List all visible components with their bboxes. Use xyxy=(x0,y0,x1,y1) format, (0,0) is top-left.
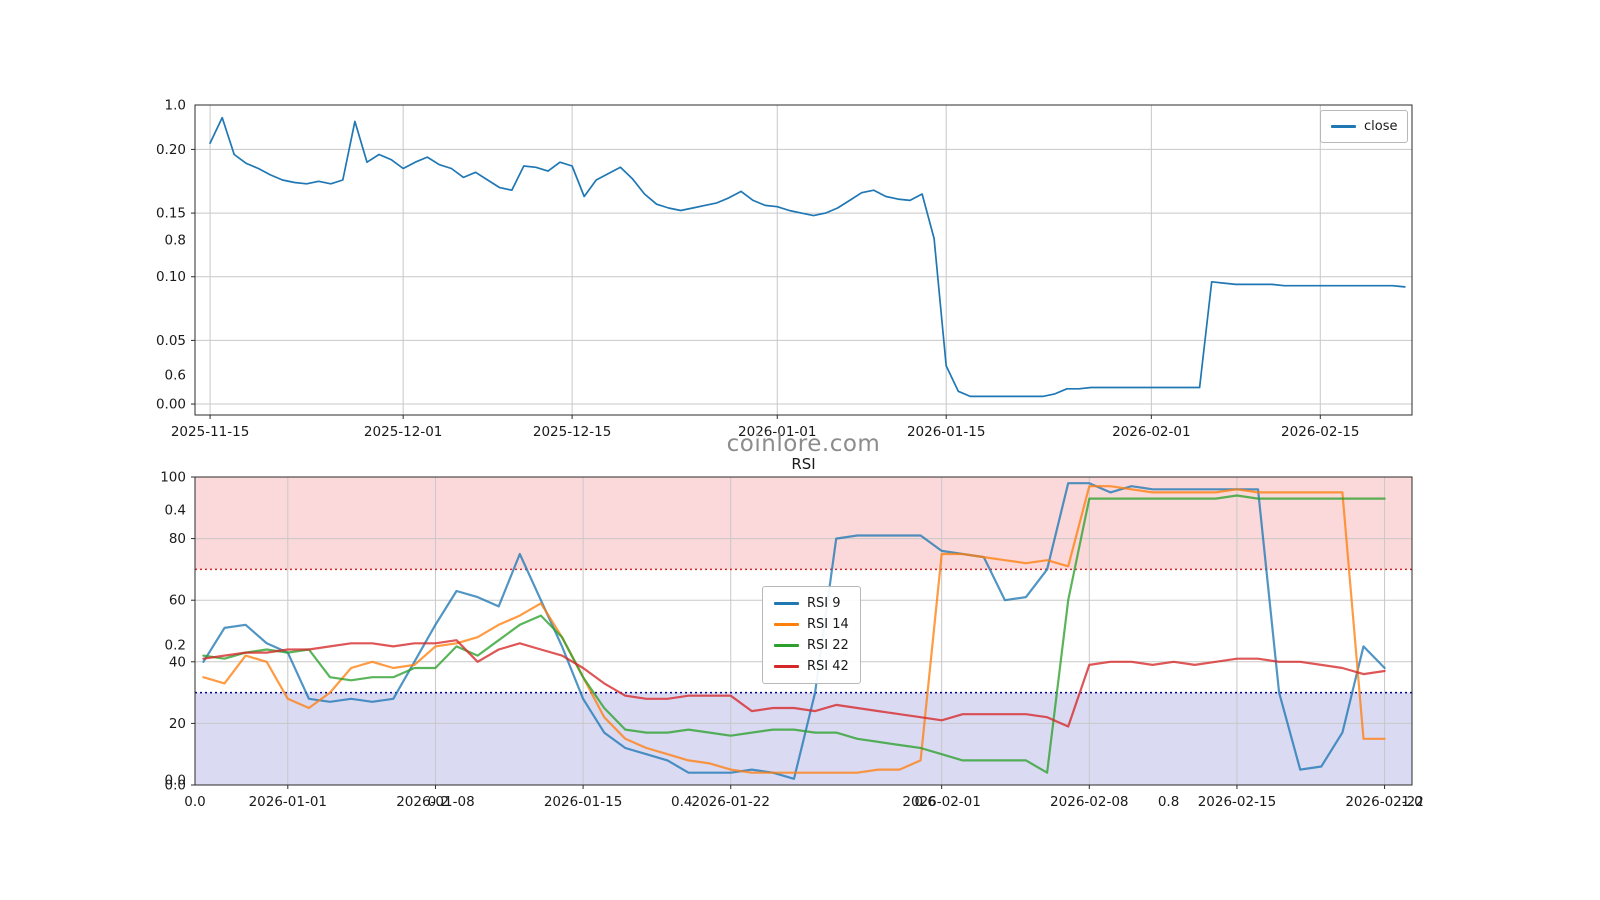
x-tick-label: 2026-02-01 xyxy=(902,794,980,810)
x-tick-label: 2025-12-15 xyxy=(533,424,611,440)
series-line-close xyxy=(209,116,1406,398)
y-tick-label: 0.20 xyxy=(156,142,186,158)
overlay-y-tick-label: 1.0 xyxy=(165,98,186,114)
x-tick-label: 2026-01-01 xyxy=(738,424,816,440)
legend-line-swatch xyxy=(774,644,799,647)
legend-close: close xyxy=(1320,110,1409,143)
y-tick-label: 0.00 xyxy=(156,397,186,413)
x-tick-label: 2026-02-15 xyxy=(1281,424,1359,440)
overlay-x-tick-label: 0.8 xyxy=(1158,794,1179,810)
y-tick-label: 0.10 xyxy=(156,269,186,285)
legend-line-swatch xyxy=(774,602,799,605)
x-tick-label: 2025-11-15 xyxy=(171,424,249,440)
overlay-y-tick-label: 0.6 xyxy=(165,368,186,384)
x-tick-label: 2026-01-15 xyxy=(544,794,622,810)
y-tick-label: 100 xyxy=(160,470,186,486)
series-line-rsi-9 xyxy=(202,482,1386,780)
legend-line-swatch xyxy=(774,665,799,668)
series-line-rsi-14 xyxy=(202,485,1386,774)
x-tick-label: 2026-02-15 xyxy=(1198,794,1276,810)
overlay-y-tick-label: 0.8 xyxy=(165,233,186,249)
series-line-rsi-42 xyxy=(202,639,1386,728)
overlay-y-tick-label: 0.4 xyxy=(165,503,186,519)
legend-item-rsi-14: RSI 14 xyxy=(774,614,849,635)
x-tick-label: 2026-02-08 xyxy=(1050,794,1128,810)
legend-label: RSI 9 xyxy=(807,596,841,611)
legend-label: close xyxy=(1364,119,1398,134)
legend-label: RSI 14 xyxy=(807,617,849,632)
y-tick-label: 0.05 xyxy=(156,333,186,349)
x-tick-label: 2026-02-22 xyxy=(1345,794,1423,810)
y-tick-label: 60 xyxy=(169,593,186,609)
overlay-x-tick-label: 0.4 xyxy=(671,794,692,810)
x-tick-label: 2026-01-22 xyxy=(691,794,769,810)
y-tick-label: 20 xyxy=(169,716,186,732)
x-tick-label: 2026-01-15 xyxy=(907,424,985,440)
overlay-x-tick-label: 1.0 xyxy=(1401,794,1422,810)
y-tick-label: 0.15 xyxy=(156,206,186,222)
legend-line-swatch xyxy=(1331,125,1356,128)
overlay-y-tick-label: 0.0 xyxy=(165,773,186,789)
axes-spine xyxy=(194,104,1413,416)
overlay-x-tick-label: 0.2 xyxy=(428,794,449,810)
overlay-x-tick-label: 0.6 xyxy=(914,794,935,810)
legend-item-rsi-22: RSI 22 xyxy=(774,635,849,656)
y-tick-label: 40 xyxy=(169,654,186,670)
axes-spine xyxy=(194,476,1413,786)
legend-item-rsi-42: RSI 42 xyxy=(774,656,849,677)
legend-item-rsi-9: RSI 9 xyxy=(774,593,849,614)
overlay-y-tick-label: 0.2 xyxy=(165,638,186,654)
legend-label: RSI 22 xyxy=(807,638,849,653)
overlay-x-tick-label: 0.0 xyxy=(184,794,205,810)
legend-item-close: close xyxy=(1331,116,1397,137)
legend-label: RSI 42 xyxy=(807,659,849,674)
rsi-subplot-title: RSI xyxy=(791,455,816,473)
legend-rsi: RSI 9 RSI 14 RSI 22 RSI 42 xyxy=(762,586,861,684)
x-tick-label: 2026-01-08 xyxy=(396,794,474,810)
series-line-rsi-22 xyxy=(202,494,1386,774)
x-tick-label: 2026-01-01 xyxy=(249,794,327,810)
x-tick-label: 2026-02-01 xyxy=(1112,424,1190,440)
legend-line-swatch xyxy=(774,623,799,626)
watermark-text: coinlore.com xyxy=(726,431,881,457)
y-tick-label: 80 xyxy=(169,531,186,547)
y-tick-label: 0.0 xyxy=(165,778,186,794)
x-tick-label: 2025-12-01 xyxy=(364,424,442,440)
